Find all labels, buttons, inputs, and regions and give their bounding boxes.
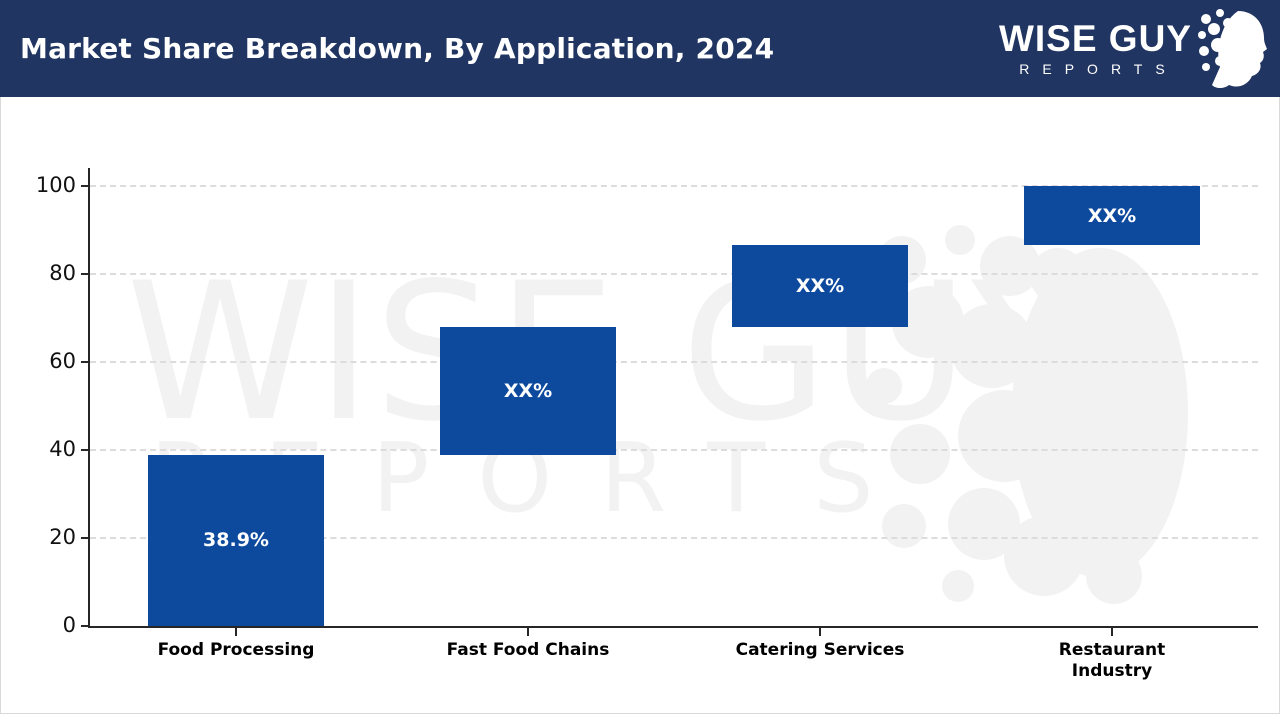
gridline-40	[90, 449, 1258, 451]
bar-value-label: XX%	[1087, 204, 1137, 227]
page-title: Market Share Breakdown, By Application, …	[20, 32, 775, 65]
x-category-label-3: Restaurant Industry	[1058, 640, 1166, 682]
brand-name: WISE GUY	[998, 18, 1192, 59]
gridline-80	[90, 273, 1258, 275]
y-tick-60	[81, 361, 90, 363]
y-tick-0	[81, 625, 90, 627]
y-tick-label-0: 0	[62, 613, 76, 637]
x-tick-2	[819, 628, 821, 636]
y-tick-label-100: 100	[35, 173, 76, 197]
bar-0: 38.9%	[148, 454, 324, 626]
x-tick-1	[527, 628, 529, 636]
y-tick-label-60: 60	[49, 349, 76, 373]
x-category-label-0: Food Processing	[157, 640, 315, 660]
y-tick-label-20: 20	[49, 525, 76, 549]
gridline-20	[90, 537, 1258, 539]
bar-2: XX%	[732, 245, 908, 327]
x-category-label-1: Fast Food Chains	[446, 640, 610, 660]
y-tick-100	[81, 185, 90, 187]
x-category-label-2: Catering Services	[735, 640, 905, 660]
brand-logo: WISE GUY REPORTS	[999, 5, 1272, 93]
figure-border-bottom	[0, 713, 1280, 714]
watermark-dotted-face	[866, 225, 1188, 604]
x-tick-3	[1111, 628, 1113, 636]
x-axis-line	[88, 626, 1258, 628]
bar-3: XX%	[1024, 186, 1200, 246]
brand-subname: REPORTS	[1019, 61, 1178, 77]
y-tick-80	[81, 273, 90, 275]
bar-value-label: 38.9%	[203, 529, 269, 552]
gridline-60	[90, 361, 1258, 363]
y-axis-line	[88, 168, 90, 628]
x-tick-0	[235, 628, 237, 636]
gridline-100	[90, 185, 1258, 187]
brand-logo-text: WISE GUY REPORTS	[999, 20, 1192, 77]
dotted-face-icon	[1198, 8, 1267, 88]
y-tick-40	[81, 449, 90, 451]
y-tick-label-40: 40	[49, 437, 76, 461]
y-tick-label-80: 80	[49, 261, 76, 285]
header-bar: Market Share Breakdown, By Application, …	[0, 0, 1280, 97]
bar-value-label: XX%	[503, 379, 553, 402]
bar-1: XX%	[440, 326, 616, 455]
bar-value-label: XX%	[795, 275, 845, 298]
figure-border-left	[0, 97, 1, 714]
y-tick-20	[81, 537, 90, 539]
